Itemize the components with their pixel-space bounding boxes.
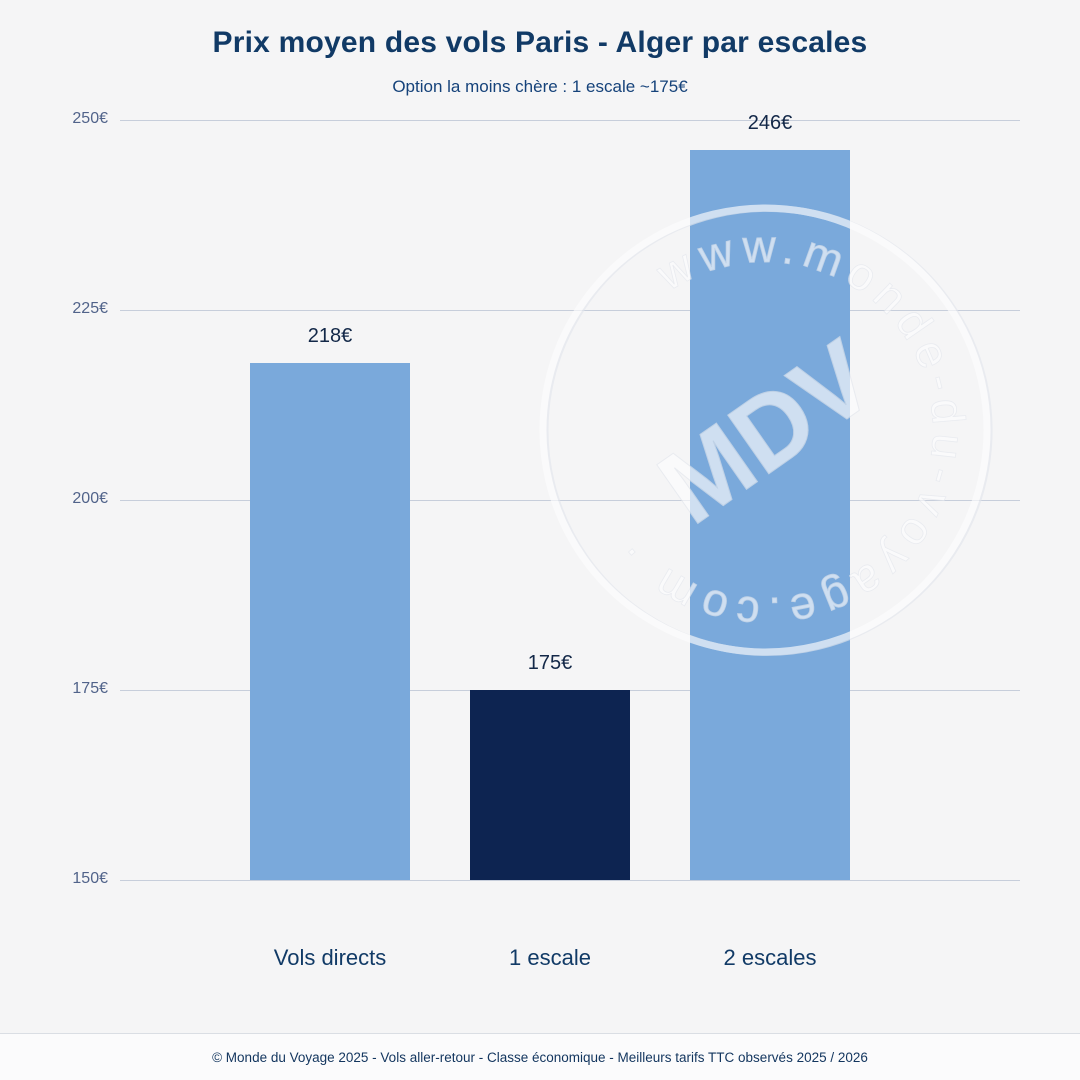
footer-credit-text: © Monde du Voyage 2025 - Vols aller-reto… [212,1049,868,1065]
gridline [120,310,1020,311]
y-axis-tick-label: 225€ [72,300,108,317]
y-axis-tick-label: 200€ [72,490,108,507]
y-axis-tick-label: 175€ [72,680,108,697]
x-axis-category-label: 1 escale [509,945,591,970]
bar-vols-directs [250,363,410,880]
gridline [120,120,1020,121]
bar-1-escale [470,690,630,880]
x-axis-category-label: Vols directs [273,945,387,970]
chart-footer: © Monde du Voyage 2025 - Vols aller-reto… [0,1033,1080,1080]
chart-subtitle: Option la moins chère : 1 escale ~175€ [392,77,688,96]
chart-title: Prix moyen des vols Paris - Alger par es… [212,26,868,59]
bar-value-label: 246€ [747,112,793,135]
y-axis-tick-label: 150€ [72,870,108,887]
bar-value-label: 175€ [527,652,573,674]
y-axis-tick-label: 250€ [72,110,108,127]
bar-2-escales [690,150,850,880]
gridline [120,880,1020,881]
bar-value-label: 218€ [307,325,353,348]
x-axis-category-label: 2 escales [723,945,817,970]
